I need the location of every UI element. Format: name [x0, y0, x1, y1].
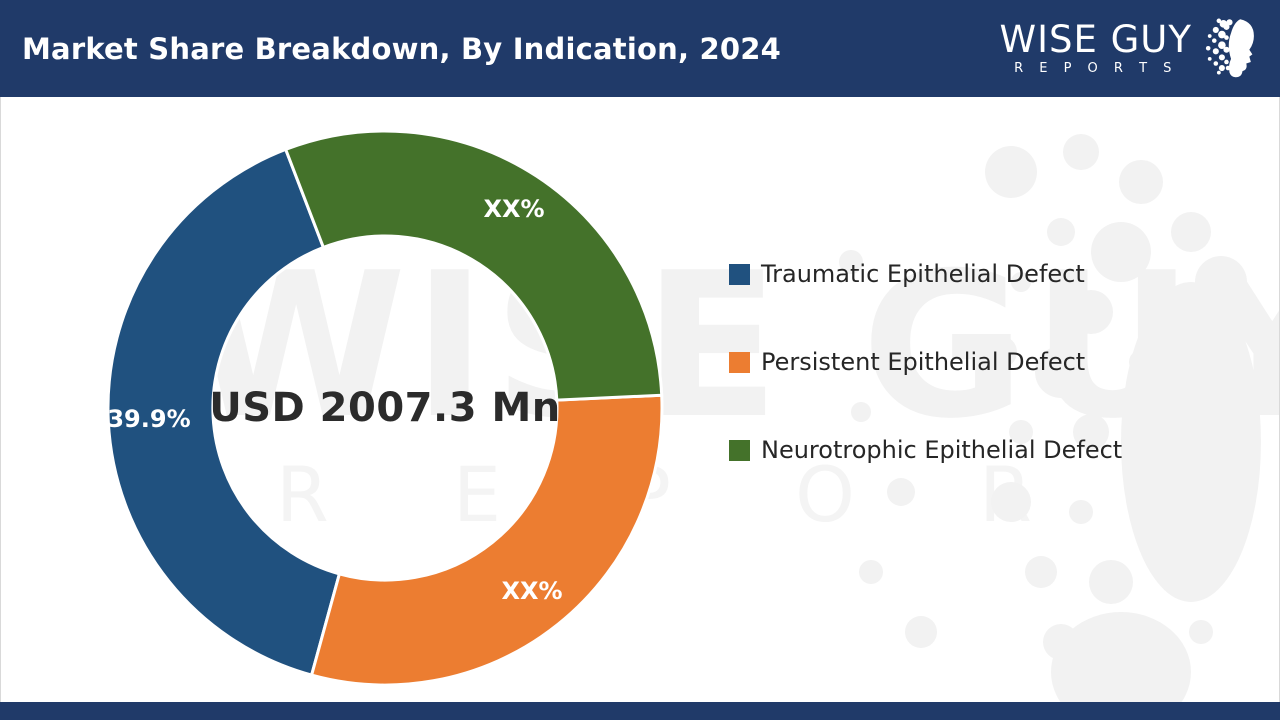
slice-label-0: 39.9%	[107, 405, 190, 433]
chart-center-value: USD 2007.3 Mn	[209, 385, 561, 431]
logo-brand-text: WISE GUY	[999, 18, 1192, 62]
legend-swatch-traumatic	[729, 263, 750, 285]
logo-text: WISE GUY R E P O R T S	[999, 18, 1192, 76]
legend-item-traumatic: Traumatic Epithelial Defect	[729, 260, 1122, 288]
slice-label-1: XX%	[501, 577, 562, 605]
slice-persistent	[309, 393, 664, 687]
legend-swatch-neurotrophic	[729, 439, 750, 461]
slice-neurotrophic	[283, 129, 664, 402]
legend-label-neurotrophic: Neurotrophic Epithelial Defect	[761, 436, 1123, 464]
legend-label-persistent: Persistent Epithelial Defect	[761, 348, 1086, 376]
legend-label-traumatic: Traumatic Epithelial Defect	[761, 260, 1085, 288]
donut-chart: 39.9% XX% XX%	[106, 129, 664, 687]
legend-swatch-persistent	[729, 351, 750, 373]
chart-legend: Traumatic Epithelial Defect Persistent E…	[729, 260, 1122, 524]
logo-tagline-text: R E P O R T S	[1014, 60, 1178, 76]
page-title: Market Share Breakdown, By Indication, 2…	[22, 31, 781, 66]
legend-item-neurotrophic: Neurotrophic Epithelial Defect	[729, 436, 1122, 464]
legend-item-persistent: Persistent Epithelial Defect	[729, 348, 1122, 376]
footer-bar	[0, 702, 1280, 720]
slice-traumatic	[106, 147, 342, 677]
slice-label-2: XX%	[483, 195, 544, 223]
header-bar: Market Share Breakdown, By Indication, 2…	[0, 0, 1280, 97]
chart-area: WISE GUY R E P O R T S 39.9%XX%XX% USD 2…	[0, 97, 1280, 702]
wiseguy-logo: WISE GUY R E P O R T S	[1000, 8, 1260, 90]
logo-face-icon	[1205, 18, 1254, 77]
